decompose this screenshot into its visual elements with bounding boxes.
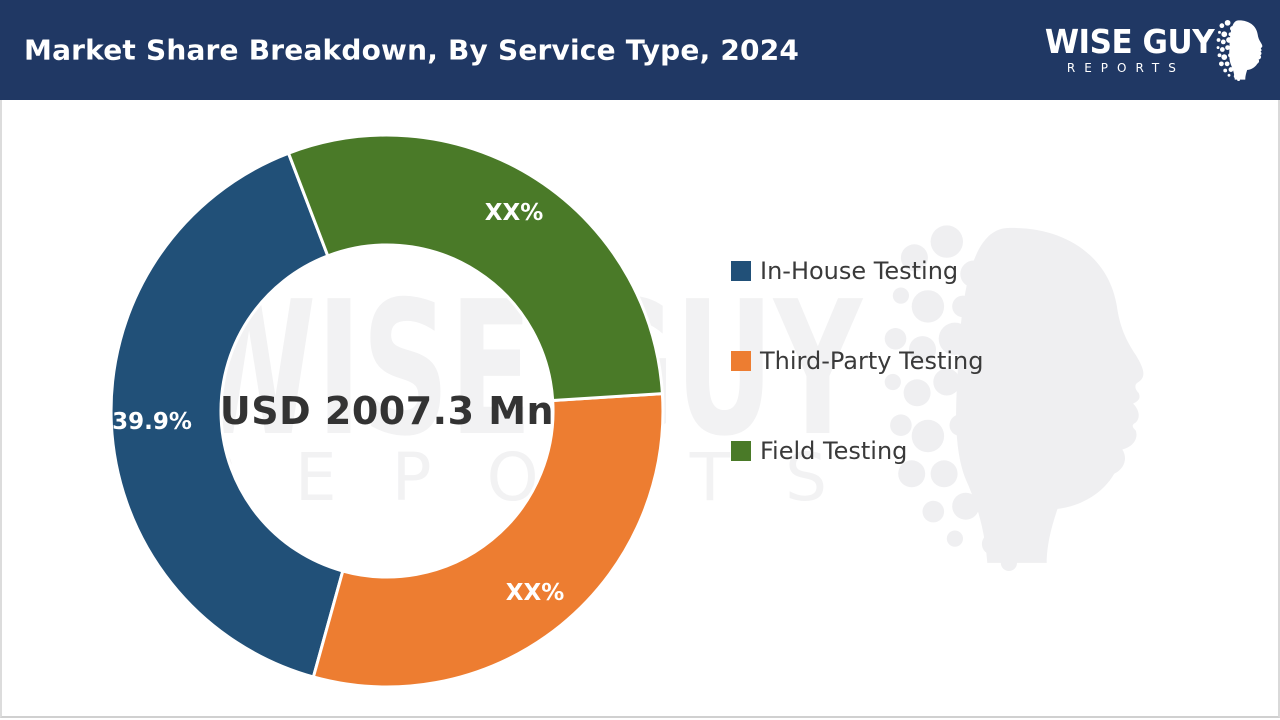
- pie-slice-third-party-testing: [311, 392, 665, 689]
- pie-slice-in-house-testing: [109, 151, 345, 679]
- content-area: WISE GUY REPORTS USD 2007.3 Mn 39.9%XX%X…: [0, 100, 1280, 718]
- logo-wordmark-line1: WISE GUY: [1044, 22, 1215, 61]
- legend-swatch: [731, 441, 751, 461]
- logo-wordmark: WISE GUY REPORTS: [1034, 22, 1215, 75]
- legend-item-label: In-House Testing: [760, 257, 959, 285]
- logo-face-icon: [1216, 19, 1263, 81]
- legend-item-label: Field Testing: [760, 437, 908, 465]
- legend-item-field-testing: Field Testing: [731, 437, 983, 465]
- legend-item-in-house-testing: In-House Testing: [731, 257, 983, 285]
- legend-swatch: [731, 351, 751, 371]
- legend-swatch: [731, 261, 751, 281]
- legend-item-label: Third-Party Testing: [760, 347, 984, 375]
- page-title: Market Share Breakdown, By Service Type,…: [24, 33, 800, 67]
- legend: In-House Testing Third-Party Testing Field…: [731, 257, 983, 527]
- header-bar: Market Share Breakdown, By Service Type,…: [0, 0, 1280, 100]
- legend-item-third-party-testing: Third-Party Testing: [731, 347, 983, 375]
- donut-chart: [109, 133, 665, 689]
- brand-logo: WISE GUY REPORTS: [1034, 19, 1264, 81]
- logo-wordmark-line2: REPORTS: [1066, 61, 1185, 75]
- pie-slice-field-testing: [287, 133, 664, 402]
